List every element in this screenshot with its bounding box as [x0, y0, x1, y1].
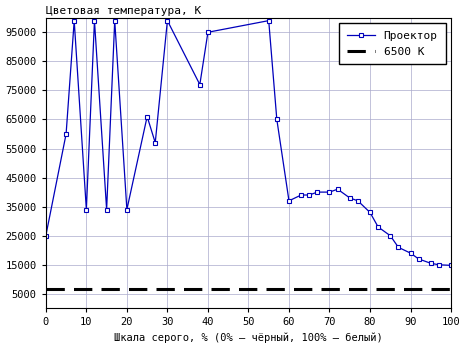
Проектор	[307, 193, 312, 197]
Проектор	[355, 199, 361, 203]
Legend: Проектор, 6500 К: Проектор, 6500 К	[339, 23, 445, 64]
Проектор	[164, 18, 170, 23]
Line: Проектор: Проектор	[43, 18, 453, 268]
Проектор	[335, 187, 340, 191]
6500 К	[47, 287, 53, 291]
Проектор	[428, 261, 433, 265]
Проектор	[274, 117, 280, 121]
Проектор	[144, 114, 150, 119]
Проектор	[367, 210, 373, 215]
X-axis label: Шкала серого, % (0% – чёрный, 100% – белый): Шкала серого, % (0% – чёрный, 100% – бел…	[114, 333, 383, 343]
Проектор	[375, 225, 381, 229]
6500 К	[43, 287, 48, 291]
Проектор	[43, 233, 48, 238]
Проектор	[388, 233, 393, 238]
Проектор	[124, 207, 130, 211]
Проектор	[286, 199, 292, 203]
Проектор	[112, 18, 117, 23]
Проектор	[83, 207, 89, 211]
Проектор	[71, 18, 77, 23]
Проектор	[416, 257, 421, 261]
Проектор	[436, 263, 442, 267]
Проектор	[347, 196, 353, 200]
Проектор	[104, 207, 110, 211]
Проектор	[396, 245, 401, 250]
Text: Цветовая температура, К: Цветовая температура, К	[46, 6, 201, 16]
Проектор	[197, 82, 203, 87]
Проектор	[63, 132, 69, 136]
Проектор	[298, 193, 304, 197]
Проектор	[266, 18, 272, 23]
Проектор	[92, 18, 97, 23]
Проектор	[315, 190, 320, 194]
Проектор	[448, 263, 454, 267]
Проектор	[205, 30, 211, 34]
Проектор	[327, 190, 332, 194]
Проектор	[152, 141, 158, 145]
Проектор	[408, 251, 413, 255]
